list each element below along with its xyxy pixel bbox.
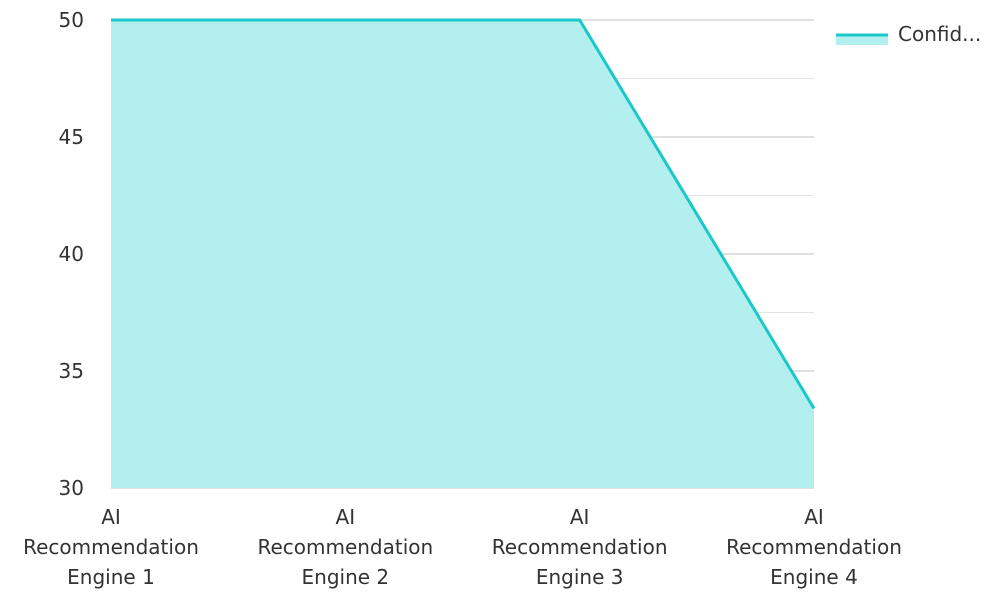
series-line-path (111, 18, 816, 410)
y-tick-label: 45 (59, 125, 84, 149)
legend-swatch-fill (836, 35, 888, 45)
legend-label[interactable]: Confid... (898, 22, 981, 46)
legend[interactable]: Confid... (836, 22, 981, 46)
series-area-fill (111, 20, 814, 488)
series-line (111, 18, 816, 410)
x-tick-label: AI Recommendation Engine 2 (257, 505, 433, 589)
y-tick-label: 35 (59, 359, 84, 383)
y-tick-label: 40 (59, 242, 84, 266)
x-axis: AI Recommendation Engine 1 AI Recommendation… (23, 505, 902, 589)
y-tick-label: 30 (59, 476, 84, 500)
x-tick-label: AI Recommendation Engine 1 (23, 505, 199, 589)
y-axis: 30 35 40 45 50 (59, 8, 84, 500)
x-tick-label: AI Recommendation Engine 4 (726, 505, 902, 589)
y-tick-label: 50 (59, 8, 84, 32)
series-area (111, 20, 814, 488)
x-tick-label: AI Recommendation Engine 3 (492, 505, 668, 589)
